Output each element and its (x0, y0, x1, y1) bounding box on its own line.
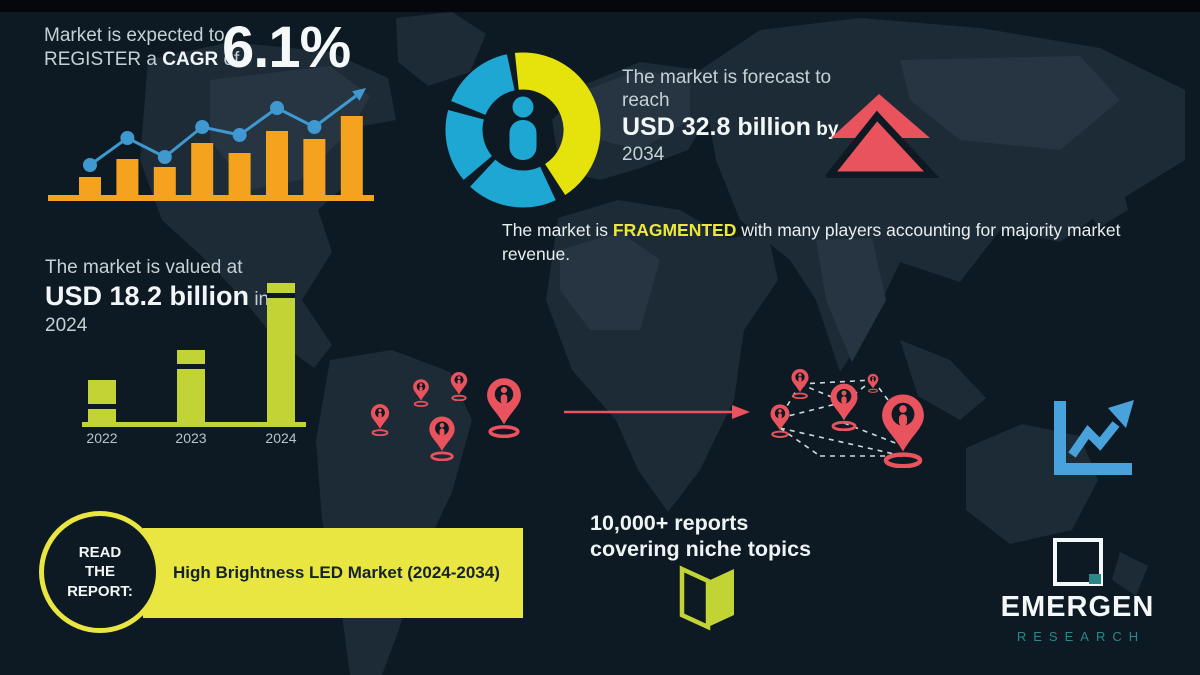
location-pin-icon (369, 403, 391, 436)
valuation-value: USD 18.2 billion (45, 280, 250, 311)
forecast-value: USD 32.8 billion (622, 113, 811, 142)
cagr-trend-chart (48, 88, 374, 201)
location-pin-icon (867, 373, 879, 393)
location-pin-icon (412, 378, 430, 407)
location-pin-icon (427, 415, 457, 461)
reports-line2: covering niche topics (590, 537, 812, 562)
svg-text:2022: 2022 (86, 430, 117, 446)
location-pin-icon (882, 395, 924, 467)
valuation-in: in (249, 288, 270, 310)
badge-line3: REPORT: (67, 582, 133, 600)
location-pin-icon (790, 368, 810, 399)
open-book-icon (679, 565, 734, 631)
report-banner[interactable]: High Brightness LED Market (2024-2034) (143, 528, 523, 618)
cagr-caption: Market is expected to REGISTER a CAGR of (44, 24, 239, 73)
valuation-caption: The market is valued at USD 18.2 billion… (45, 256, 269, 337)
svg-text:2024: 2024 (265, 430, 296, 446)
market-share-donut (445, 52, 601, 208)
flow-arrow-icon (564, 405, 750, 419)
location-pin-icon (449, 371, 469, 401)
fragmented-caption: The market is FRAGMENTED with many playe… (502, 219, 1150, 266)
logo-name: EMERGEN (1000, 591, 1155, 623)
valuation-year: 2024 (45, 314, 88, 336)
forecast-line2: reach (622, 90, 670, 112)
fragmented-highlight: FRAGMENTED (612, 220, 737, 240)
cagr-caption-line2-post: of (218, 49, 240, 71)
fragmented-post: with many players accounting for majorit… (502, 220, 1121, 264)
forecast-by: by (816, 119, 839, 141)
cagr-caption-bold: CAGR (162, 49, 219, 71)
market-players-illustration (369, 368, 960, 488)
location-pin-icon (829, 382, 859, 431)
read-the-report-label: READ THE REPORT: (67, 543, 133, 602)
logo-mark-icon (1052, 538, 1103, 586)
location-pin-icon (485, 376, 523, 438)
cagr-caption-line1: Market is expected to (44, 25, 225, 46)
emergen-logo: EMERGEN RESEARCH (995, 537, 1160, 644)
svg-text:2023: 2023 (175, 430, 206, 446)
report-banner-label: High Brightness LED Market (2024-2034) (173, 563, 500, 582)
growth-arrows-icon (826, 94, 940, 178)
badge-line2: THE (85, 563, 115, 581)
fragmented-pre: The market is (502, 220, 613, 240)
logo-subtitle: RESEARCH (1016, 629, 1146, 644)
valuation-line1: The market is valued at (45, 257, 243, 278)
forecast-caption: The market is forecast to reach USD 32.8… (622, 66, 838, 166)
forecast-line1: The market is forecast to (622, 67, 832, 88)
badge-line1: READ (78, 543, 122, 561)
valuation-bar-chart: 2022 2023 2024 (82, 283, 306, 446)
line-chart-icon (1054, 400, 1134, 475)
person-icon (509, 96, 537, 160)
top-border-strip (0, 0, 1200, 12)
cagr-caption-line2-pre: REGISTER a (44, 49, 163, 71)
reports-line1: 10,000+ reports (590, 511, 749, 535)
reports-caption: 10,000+ reports covering niche topics (590, 510, 811, 562)
cagr-value: 6.1% (222, 15, 351, 80)
read-the-report-badge[interactable]: READ THE REPORT: (39, 511, 161, 633)
location-pin-icon (769, 403, 791, 438)
forecast-year: 2034 (622, 143, 665, 165)
